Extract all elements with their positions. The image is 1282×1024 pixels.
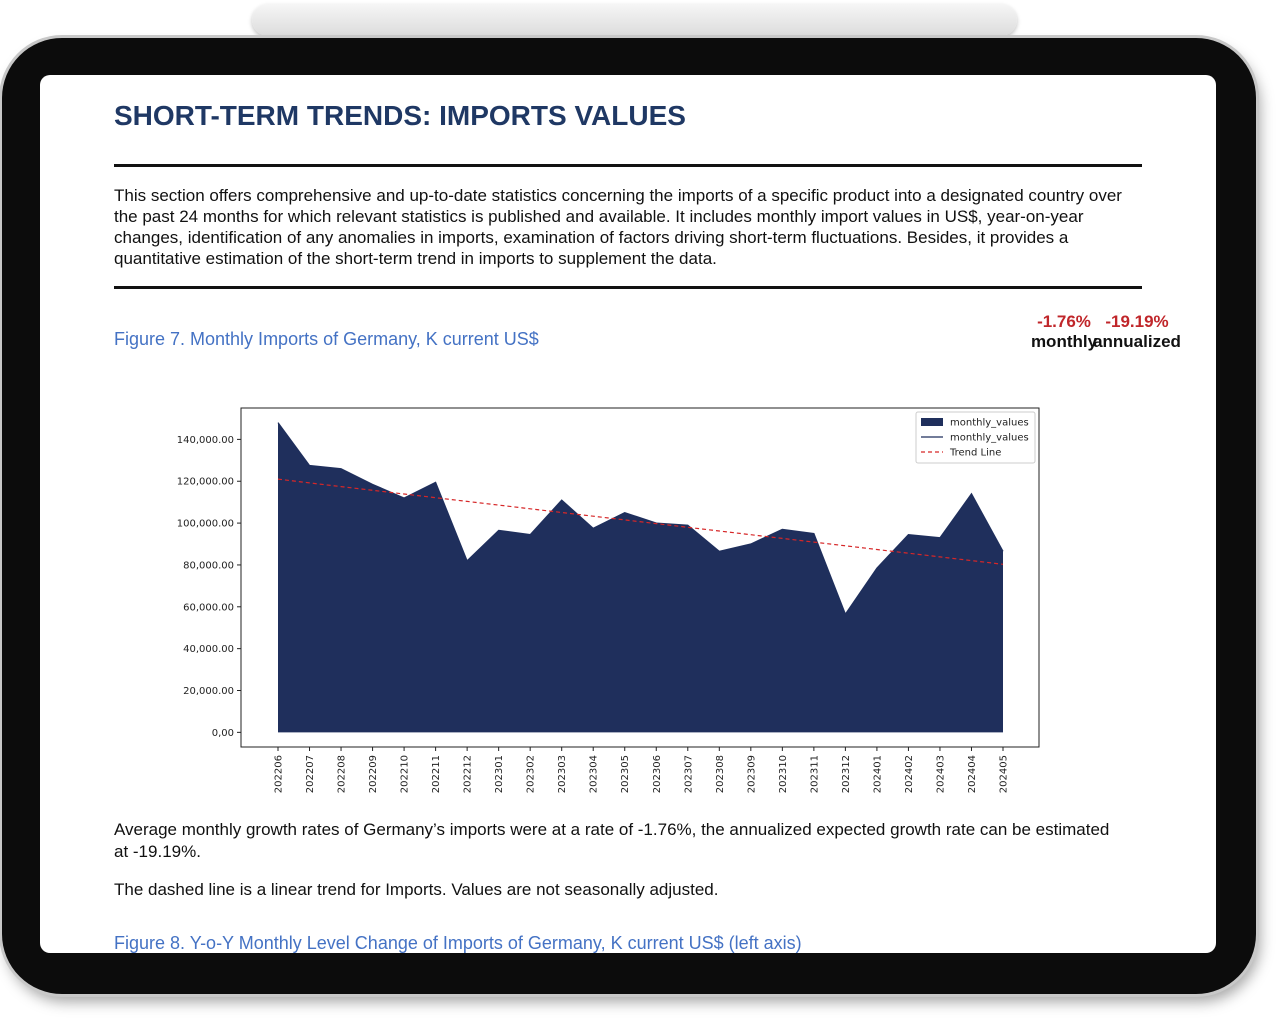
x-tick-label: 202308 (715, 755, 726, 793)
area (278, 422, 1003, 733)
x-tick-label: 202212 (463, 755, 474, 793)
figure-caption: Figure 7. Monthly Imports of Germany, K … (114, 329, 539, 349)
x-tick-label: 202301 (494, 755, 505, 793)
x-tick-label: 202302 (526, 755, 537, 793)
stat: -19.19% annualized (1092, 312, 1182, 352)
rule (114, 164, 1142, 167)
rule (114, 286, 1142, 289)
x-tick-label: 202310 (778, 755, 789, 793)
y-tick-label: 20,000.00 (183, 686, 234, 697)
summary: The dashed line is a linear trend for Im… (114, 880, 719, 899)
intro: This section offers comprehensive and up… (114, 186, 1122, 268)
legend-swatch (921, 418, 943, 426)
x-tick-label: 202401 (872, 755, 883, 793)
y-tick-label: 0,00 (212, 728, 234, 739)
y-tick-label: 60,000.00 (183, 602, 234, 613)
title: SHORT-TERM TRENDS: IMPORTS VALUES (114, 100, 686, 131)
trend-line (277, 478, 1004, 565)
y-tick-label: 40,000.00 (183, 644, 234, 655)
x-tick-label: 202403 (935, 755, 946, 793)
x-tick-label: 202311 (809, 755, 820, 793)
x-tick-label: 202309 (746, 755, 757, 793)
stat: -1.76% monthly (1024, 312, 1104, 352)
stat-value: -1.76% (1037, 312, 1091, 331)
x-tick-label: 202305 (620, 755, 631, 793)
x-tick-label: 202304 (589, 755, 600, 793)
x-tick-label: 202303 (557, 755, 568, 793)
x-tick-label: 202208 (337, 755, 348, 793)
line (277, 422, 1004, 616)
summary: Average monthly growth rates of Germany’… (114, 820, 1110, 861)
stat-label: annualized (1093, 332, 1181, 351)
x-tick-label: 202312 (841, 755, 852, 793)
legend-label: monthly_values (950, 433, 1029, 444)
x-tick-label: 202307 (683, 755, 694, 793)
x-tick-label: 202206 (274, 755, 285, 793)
x-tick-label: 202207 (305, 755, 316, 793)
x-tick-label: 202209 (368, 755, 379, 793)
x-tick-label: 202211 (431, 755, 442, 793)
y-tick-label: 120,000.00 (177, 477, 234, 488)
x-tick-label: 202210 (400, 755, 411, 793)
figure-caption: Figure 8. Y-o-Y Monthly Level Change of … (114, 933, 802, 953)
legend-label: monthly_values (950, 418, 1029, 429)
legend-label: Trend Line (949, 448, 1001, 459)
legend-box (915, 411, 1036, 464)
stat-label: monthly (1030, 332, 1098, 351)
stat-value: -19.19% (1105, 312, 1169, 331)
x-tick-label: 202306 (652, 755, 663, 793)
x-tick-label: 202402 (904, 755, 915, 793)
x-tick-label: 202405 (999, 755, 1010, 793)
x-tick-label: 202404 (967, 755, 978, 793)
y-tick-label: 100,000.00 (177, 519, 234, 530)
pencil (252, 4, 1017, 36)
y-tick-label: 80,000.00 (183, 560, 234, 571)
y-tick-label: 140,000.00 (177, 435, 234, 446)
